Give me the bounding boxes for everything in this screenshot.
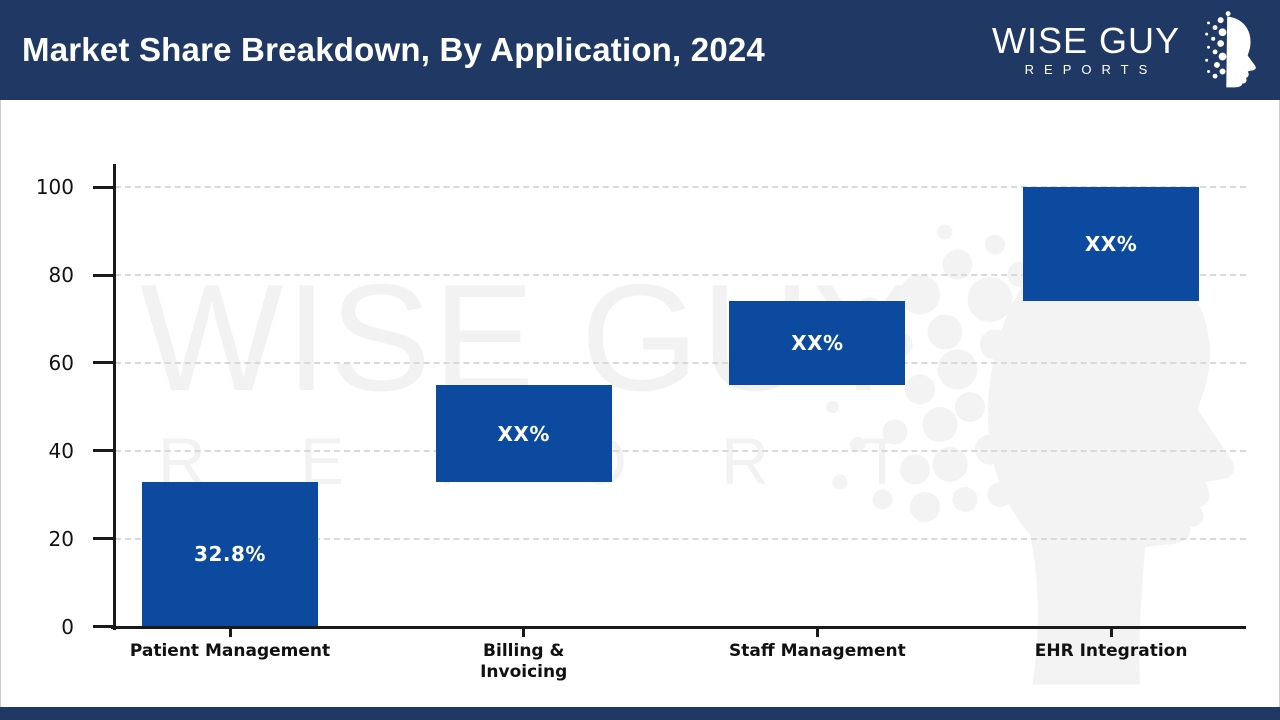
x-tick-label: EHR Integration bbox=[1034, 641, 1188, 661]
x-tick-label: Patient Management bbox=[129, 641, 331, 661]
logo-wordmark: WISE GUY bbox=[991, 20, 1180, 61]
x-tick-1 bbox=[228, 629, 232, 637]
bar-4: XX% bbox=[1023, 187, 1200, 302]
bar-value-label: 32.8% bbox=[194, 542, 266, 567]
gridline-y-20 bbox=[115, 537, 1246, 540]
header-bar: Market Share Breakdown, By Application, … bbox=[0, 0, 1280, 100]
y-axis-line bbox=[113, 164, 116, 630]
x-tick-3 bbox=[815, 629, 819, 637]
x-tick-2 bbox=[522, 629, 526, 637]
y-tick-label: 0 bbox=[61, 614, 74, 639]
y-tick-label: 20 bbox=[48, 526, 74, 551]
y-tick-label: 40 bbox=[48, 438, 74, 463]
gridline-y-100 bbox=[115, 186, 1246, 189]
bar-value-label: XX% bbox=[1084, 232, 1138, 257]
logo-subtitle: REPORTS bbox=[1024, 62, 1158, 77]
y-tick-0 bbox=[93, 625, 113, 628]
bar-3: XX% bbox=[729, 301, 906, 385]
y-tick-label: 80 bbox=[48, 263, 74, 288]
gridline-y-40 bbox=[115, 449, 1246, 452]
x-tick-label: Staff Management bbox=[729, 641, 906, 661]
x-tick-label: Billing & Invoicing bbox=[480, 641, 568, 683]
y-tick-label: 60 bbox=[48, 350, 74, 375]
bar-2: XX% bbox=[435, 384, 612, 483]
x-axis-line bbox=[111, 626, 1246, 629]
footer-bar bbox=[0, 707, 1280, 720]
logo-head-icon bbox=[1205, 11, 1256, 88]
gridline-y-80 bbox=[115, 274, 1246, 277]
wise-guy-reports-logo: WISE GUY REPORTS bbox=[992, 8, 1258, 92]
y-tick-label: 100 bbox=[35, 175, 74, 200]
y-tick-60 bbox=[93, 361, 113, 365]
y-tick-100 bbox=[93, 185, 113, 189]
y-tick-40 bbox=[93, 449, 113, 453]
x-tick-4 bbox=[1109, 629, 1113, 637]
bar-1: 32.8% bbox=[142, 482, 318, 627]
gridline-y-60 bbox=[115, 361, 1246, 364]
bar-value-label: XX% bbox=[791, 331, 844, 356]
bar-value-label: XX% bbox=[497, 421, 550, 446]
page-title: Market Share Breakdown, By Application, … bbox=[22, 31, 765, 68]
y-tick-20 bbox=[93, 537, 113, 541]
y-tick-80 bbox=[93, 273, 113, 277]
